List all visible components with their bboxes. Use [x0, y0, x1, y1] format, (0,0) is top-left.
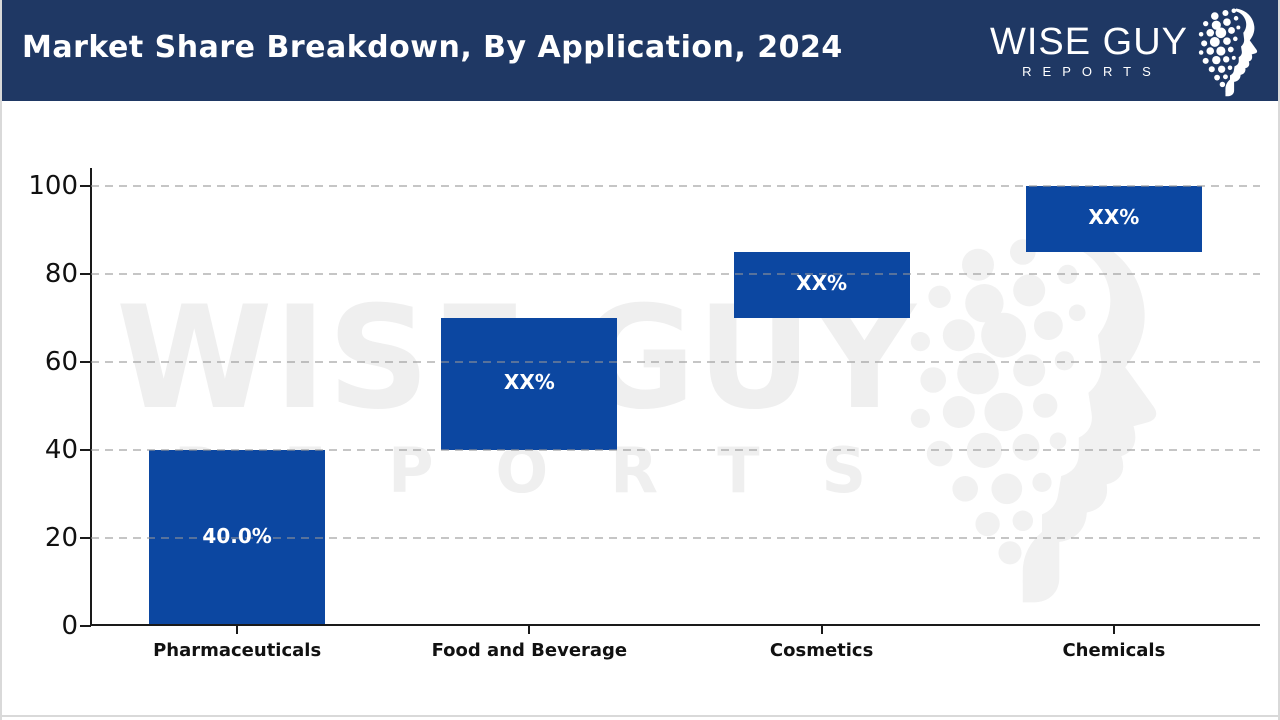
bar-value-label: 40.0% — [202, 524, 272, 548]
wise-guy-reports-logo: WISE GUY REPORTS — [990, 4, 1268, 98]
gridline-100 — [91, 185, 1260, 187]
gridline-40 — [91, 449, 1260, 451]
y-tick — [80, 273, 91, 275]
x-tick — [236, 626, 239, 634]
bar-food-and-beverage — [441, 318, 618, 450]
logo-subtitle: REPORTS — [1022, 64, 1162, 80]
y-tick-label: 80 — [44, 259, 78, 289]
gridline-80 — [91, 273, 1260, 275]
x-tick — [820, 626, 823, 634]
y-tick — [80, 361, 91, 363]
bar-cosmetics — [733, 252, 910, 318]
x-tick — [1112, 626, 1115, 634]
page-bottom-border — [2, 715, 1278, 717]
gridline-60 — [91, 361, 1260, 363]
dotted-head-icon — [1192, 5, 1268, 97]
x-tick-label: Food and Beverage — [431, 640, 628, 661]
y-axis-line — [90, 168, 92, 626]
gridline-20 — [91, 537, 1260, 539]
bar-chemicals — [1025, 186, 1202, 252]
y-tick — [80, 185, 91, 187]
y-tick-label: 60 — [44, 347, 78, 377]
page-title: Market Share Breakdown, By Application, … — [22, 30, 843, 65]
y-tick-label: 0 — [61, 611, 78, 641]
logo-text: WISE GUY REPORTS — [989, 20, 1188, 80]
x-axis-line — [90, 624, 1260, 626]
y-tick-label: 40 — [44, 435, 78, 465]
x-tick-label: Pharmaceuticals — [153, 640, 322, 661]
logo-wordmark: WISE GUY — [989, 20, 1188, 63]
y-tick — [80, 537, 91, 539]
bar-value-label: XX% — [1088, 205, 1140, 229]
x-tick — [528, 626, 531, 634]
y-tick — [80, 449, 91, 451]
y-tick-label: 20 — [44, 523, 78, 553]
header-banner: Market Share Breakdown, By Application, … — [2, 0, 1278, 101]
x-tick-label: Cosmetics — [769, 640, 874, 661]
bar-value-label: XX% — [503, 370, 555, 394]
x-tick-label: Chemicals — [1062, 640, 1166, 661]
y-tick — [80, 625, 91, 627]
bar-value-label: XX% — [796, 271, 848, 295]
y-tick-label: 100 — [28, 171, 78, 201]
